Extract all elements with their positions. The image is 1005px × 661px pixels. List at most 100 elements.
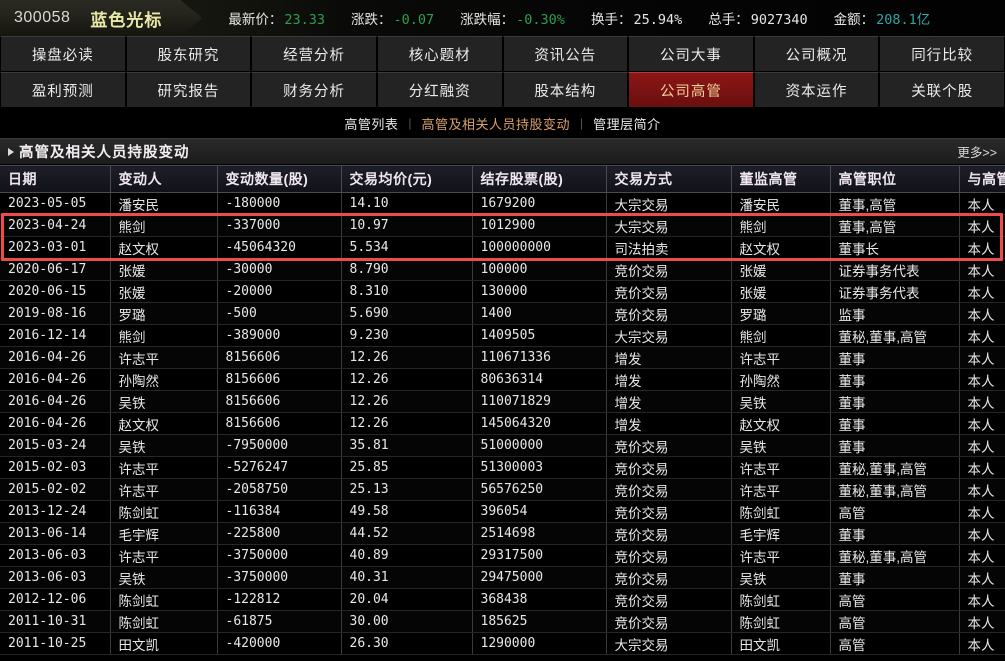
- cell-8-4: 80636314: [472, 368, 607, 391]
- nav-tab-14[interactable]: 资本运作: [753, 72, 880, 108]
- quote-field-label: 换手：: [590, 12, 632, 27]
- table-row[interactable]: 2011-10-25 田文凯 -420000 26.30 1290000 大宗交易 田文凯高…: [0, 632, 1005, 655]
- nav-tab-5[interactable]: 公司大事: [628, 36, 754, 72]
- cell-11-7: 董事: [830, 434, 960, 457]
- cell-0-7: 董事,高管: [830, 192, 960, 215]
- table-row[interactable]: 2016-04-26 许志平 8156606 12.26 110671336 增发 许志平董…: [0, 346, 1005, 369]
- nav-tab-3[interactable]: 核心题材: [376, 36, 503, 72]
- column-header-3[interactable]: 交易均价(元): [341, 165, 473, 193]
- quote-field: 金额： 208.1亿: [834, 8, 931, 28]
- table-row[interactable]: 2012-12-06 陈剑虹 -122812 20.04 368438 竞价交易 陈剑虹 高管…: [0, 588, 1005, 611]
- nav-tab-11[interactable]: 分红融资: [376, 72, 503, 108]
- cell-20-8: 本人: [959, 632, 1005, 655]
- table-row[interactable]: 2016-04-26 吴铁 8156606 12.26 110071829 增发 吴铁 董事本…: [0, 390, 1005, 413]
- quote-field-value: 9027340: [750, 12, 808, 28]
- column-header-0[interactable]: 日期: [0, 165, 111, 193]
- cell-1-4: 1012900: [472, 214, 607, 237]
- table-row[interactable]: 2023-03-01 赵文权 -45064320 5.534 100000000 司法拍卖…: [0, 236, 1005, 259]
- nav-tab-7[interactable]: 同行比较: [879, 36, 1005, 72]
- cell-8-7: 董事: [830, 368, 960, 391]
- cell-0-2: -180000: [217, 192, 342, 215]
- quote-field-label: 金额：: [833, 12, 875, 27]
- column-header-6[interactable]: 董监高管: [731, 165, 831, 193]
- nav-tab-1[interactable]: 股东研究: [125, 36, 252, 72]
- cell-17-4: 29475000: [472, 566, 607, 589]
- nav-tab-2[interactable]: 经营分析: [251, 36, 377, 72]
- cell-4-3: 8.310: [341, 280, 473, 303]
- nav-tab-4[interactable]: 资讯公告: [502, 36, 629, 72]
- section-title: 高管及相关人员持股变动: [19, 145, 190, 161]
- cell-7-8: 本人: [959, 346, 1005, 369]
- cell-5-1: 罗璐: [110, 302, 218, 325]
- table-row[interactable]: 2013-06-03 许志平 -3750000 40.89 29317500 竞价交易 许志…: [0, 544, 1005, 567]
- cell-6-5: 大宗交易: [606, 324, 732, 347]
- nav-tab-8[interactable]: 盈利预测: [0, 72, 126, 108]
- quote-field-label: 总手：: [708, 12, 749, 27]
- cell-5-2: -500: [217, 302, 342, 325]
- column-header-7[interactable]: 高管职位: [830, 165, 960, 193]
- nav-tab-15[interactable]: 关联个股: [879, 72, 1005, 108]
- quote-fields: 最新价： 23.33 涨跌： -0.07 涨跌幅： -0.30% 换手： 25.94% 总手： 9…: [202, 8, 930, 28]
- column-header-8[interactable]: 与高管关系: [959, 165, 1005, 193]
- cell-14-7: 高管: [830, 500, 960, 523]
- stock-name: 蓝色光标: [90, 10, 163, 30]
- cell-4-7: 证券事务代表: [830, 280, 960, 303]
- cell-10-7: 董事: [830, 412, 960, 435]
- cell-1-0: 2023-04-24: [0, 214, 111, 237]
- cell-10-0: 2016-04-26: [0, 412, 111, 435]
- cell-6-4: 1409505: [472, 324, 607, 347]
- cell-20-2: -420000: [217, 632, 342, 655]
- cell-2-1: 赵文权: [110, 236, 218, 259]
- subnav-item-0[interactable]: 高管列表: [344, 116, 399, 132]
- column-header-4[interactable]: 结存股票(股): [472, 165, 607, 193]
- cell-9-3: 12.26: [341, 390, 473, 413]
- table-row[interactable]: 2015-02-02 许志平 -2058750 25.13 56576250 竞价交易 许志…: [0, 478, 1005, 501]
- nav-tab-12[interactable]: 股本结构: [502, 72, 629, 108]
- column-header-5[interactable]: 交易方式: [606, 165, 732, 193]
- cell-9-8: 本人: [959, 390, 1005, 413]
- table-row[interactable]: 2016-04-26 赵文权 8156606 12.26 145064320 增发 赵文权董…: [0, 412, 1005, 435]
- nav-tab-9[interactable]: 研究报告: [125, 72, 252, 108]
- subnav-item-1[interactable]: 高管及相关人员持股变动: [421, 116, 570, 132]
- table-row[interactable]: 2013-12-24 陈剑虹 -116384 49.58 396054 竞价交易 陈剑虹 高管…: [0, 500, 1005, 523]
- table-row[interactable]: 2016-04-26 孙陶然 8156606 12.26 80636314 增发 孙陶然 董事…: [0, 368, 1005, 391]
- cell-0-4: 1679200: [472, 192, 607, 215]
- nav-tab-10[interactable]: 财务分析: [251, 72, 377, 108]
- cell-1-2: -337000: [217, 214, 342, 237]
- subnav-item-2[interactable]: 管理层简介: [593, 116, 661, 132]
- table-row[interactable]: 2015-03-24 吴铁 -7950000 35.81 51000000 竞价交易 吴铁董…: [0, 434, 1005, 457]
- table-row[interactable]: 2020-06-15 张媛 -20000 8.310 130000 竞价交易 张媛 证券事务代…: [0, 280, 1005, 303]
- table-row[interactable]: 2016-12-14 熊剑 -389000 9.230 1409505 大宗交易 熊剑 董秘,…: [0, 324, 1005, 347]
- cell-12-1: 许志平: [110, 456, 218, 479]
- quote-field-value: 208.1亿: [876, 12, 931, 28]
- table-row[interactable]: 2015-02-03 许志平 -5276247 25.85 51300003 竞价交易 许志…: [0, 456, 1005, 479]
- cell-12-3: 25.85: [341, 456, 473, 479]
- table-row[interactable]: 2023-04-24 熊剑 -337000 10.97 1012900 大宗交易 熊剑 董事,…: [0, 214, 1005, 237]
- cell-8-1: 孙陶然: [110, 368, 218, 391]
- stock-identity-banner: 300058 蓝色光标: [0, 0, 202, 36]
- cell-5-4: 1400: [472, 302, 607, 325]
- cell-11-6: 吴铁: [731, 434, 831, 457]
- nav-tab-6[interactable]: 公司概况: [753, 36, 880, 72]
- cell-4-8: 本人: [959, 280, 1005, 303]
- nav-tab-13[interactable]: 公司高管: [628, 72, 754, 108]
- quote-field-value: 25.94%: [633, 12, 683, 28]
- nav-tab-0[interactable]: 操盘必读: [0, 36, 126, 72]
- cell-11-0: 2015-03-24: [0, 434, 111, 457]
- cell-18-3: 20.04: [341, 588, 473, 611]
- column-header-2[interactable]: 变动数量(股): [217, 165, 342, 193]
- quote-field: 涨跌： -0.07: [351, 8, 434, 28]
- cell-14-2: -116384: [217, 500, 342, 523]
- table-row[interactable]: 2023-05-05 潘安民 -180000 14.10 1679200 大宗交易 潘安民董…: [0, 192, 1005, 215]
- table-row[interactable]: 2011-10-31 陈剑虹 -61875 30.00 185625 竞价交易 陈剑虹 高管本…: [0, 610, 1005, 633]
- column-header-1[interactable]: 变动人: [110, 165, 218, 193]
- cell-4-1: 张媛: [110, 280, 218, 303]
- more-link[interactable]: 更多>>: [957, 146, 997, 160]
- cell-14-6: 陈剑虹: [731, 500, 831, 523]
- table-row[interactable]: 2013-06-14 毛宇辉 -225800 44.52 2514698 竞价交易 毛宇辉董…: [0, 522, 1005, 545]
- quote-field-label: 涨跌幅：: [460, 12, 515, 27]
- table-row[interactable]: 2020-06-17 张媛 -30000 8.790 100000 竞价交易 张媛 证券事务代…: [0, 258, 1005, 281]
- table-row[interactable]: 2019-08-16 罗璐 -500 5.690 1400 竞价交易 罗璐 监事 本人: [0, 302, 1005, 325]
- cell-7-1: 许志平: [110, 346, 218, 369]
- table-row[interactable]: 2013-06-03 吴铁 -3750000 40.31 29475000 竞价交易 吴铁董…: [0, 566, 1005, 589]
